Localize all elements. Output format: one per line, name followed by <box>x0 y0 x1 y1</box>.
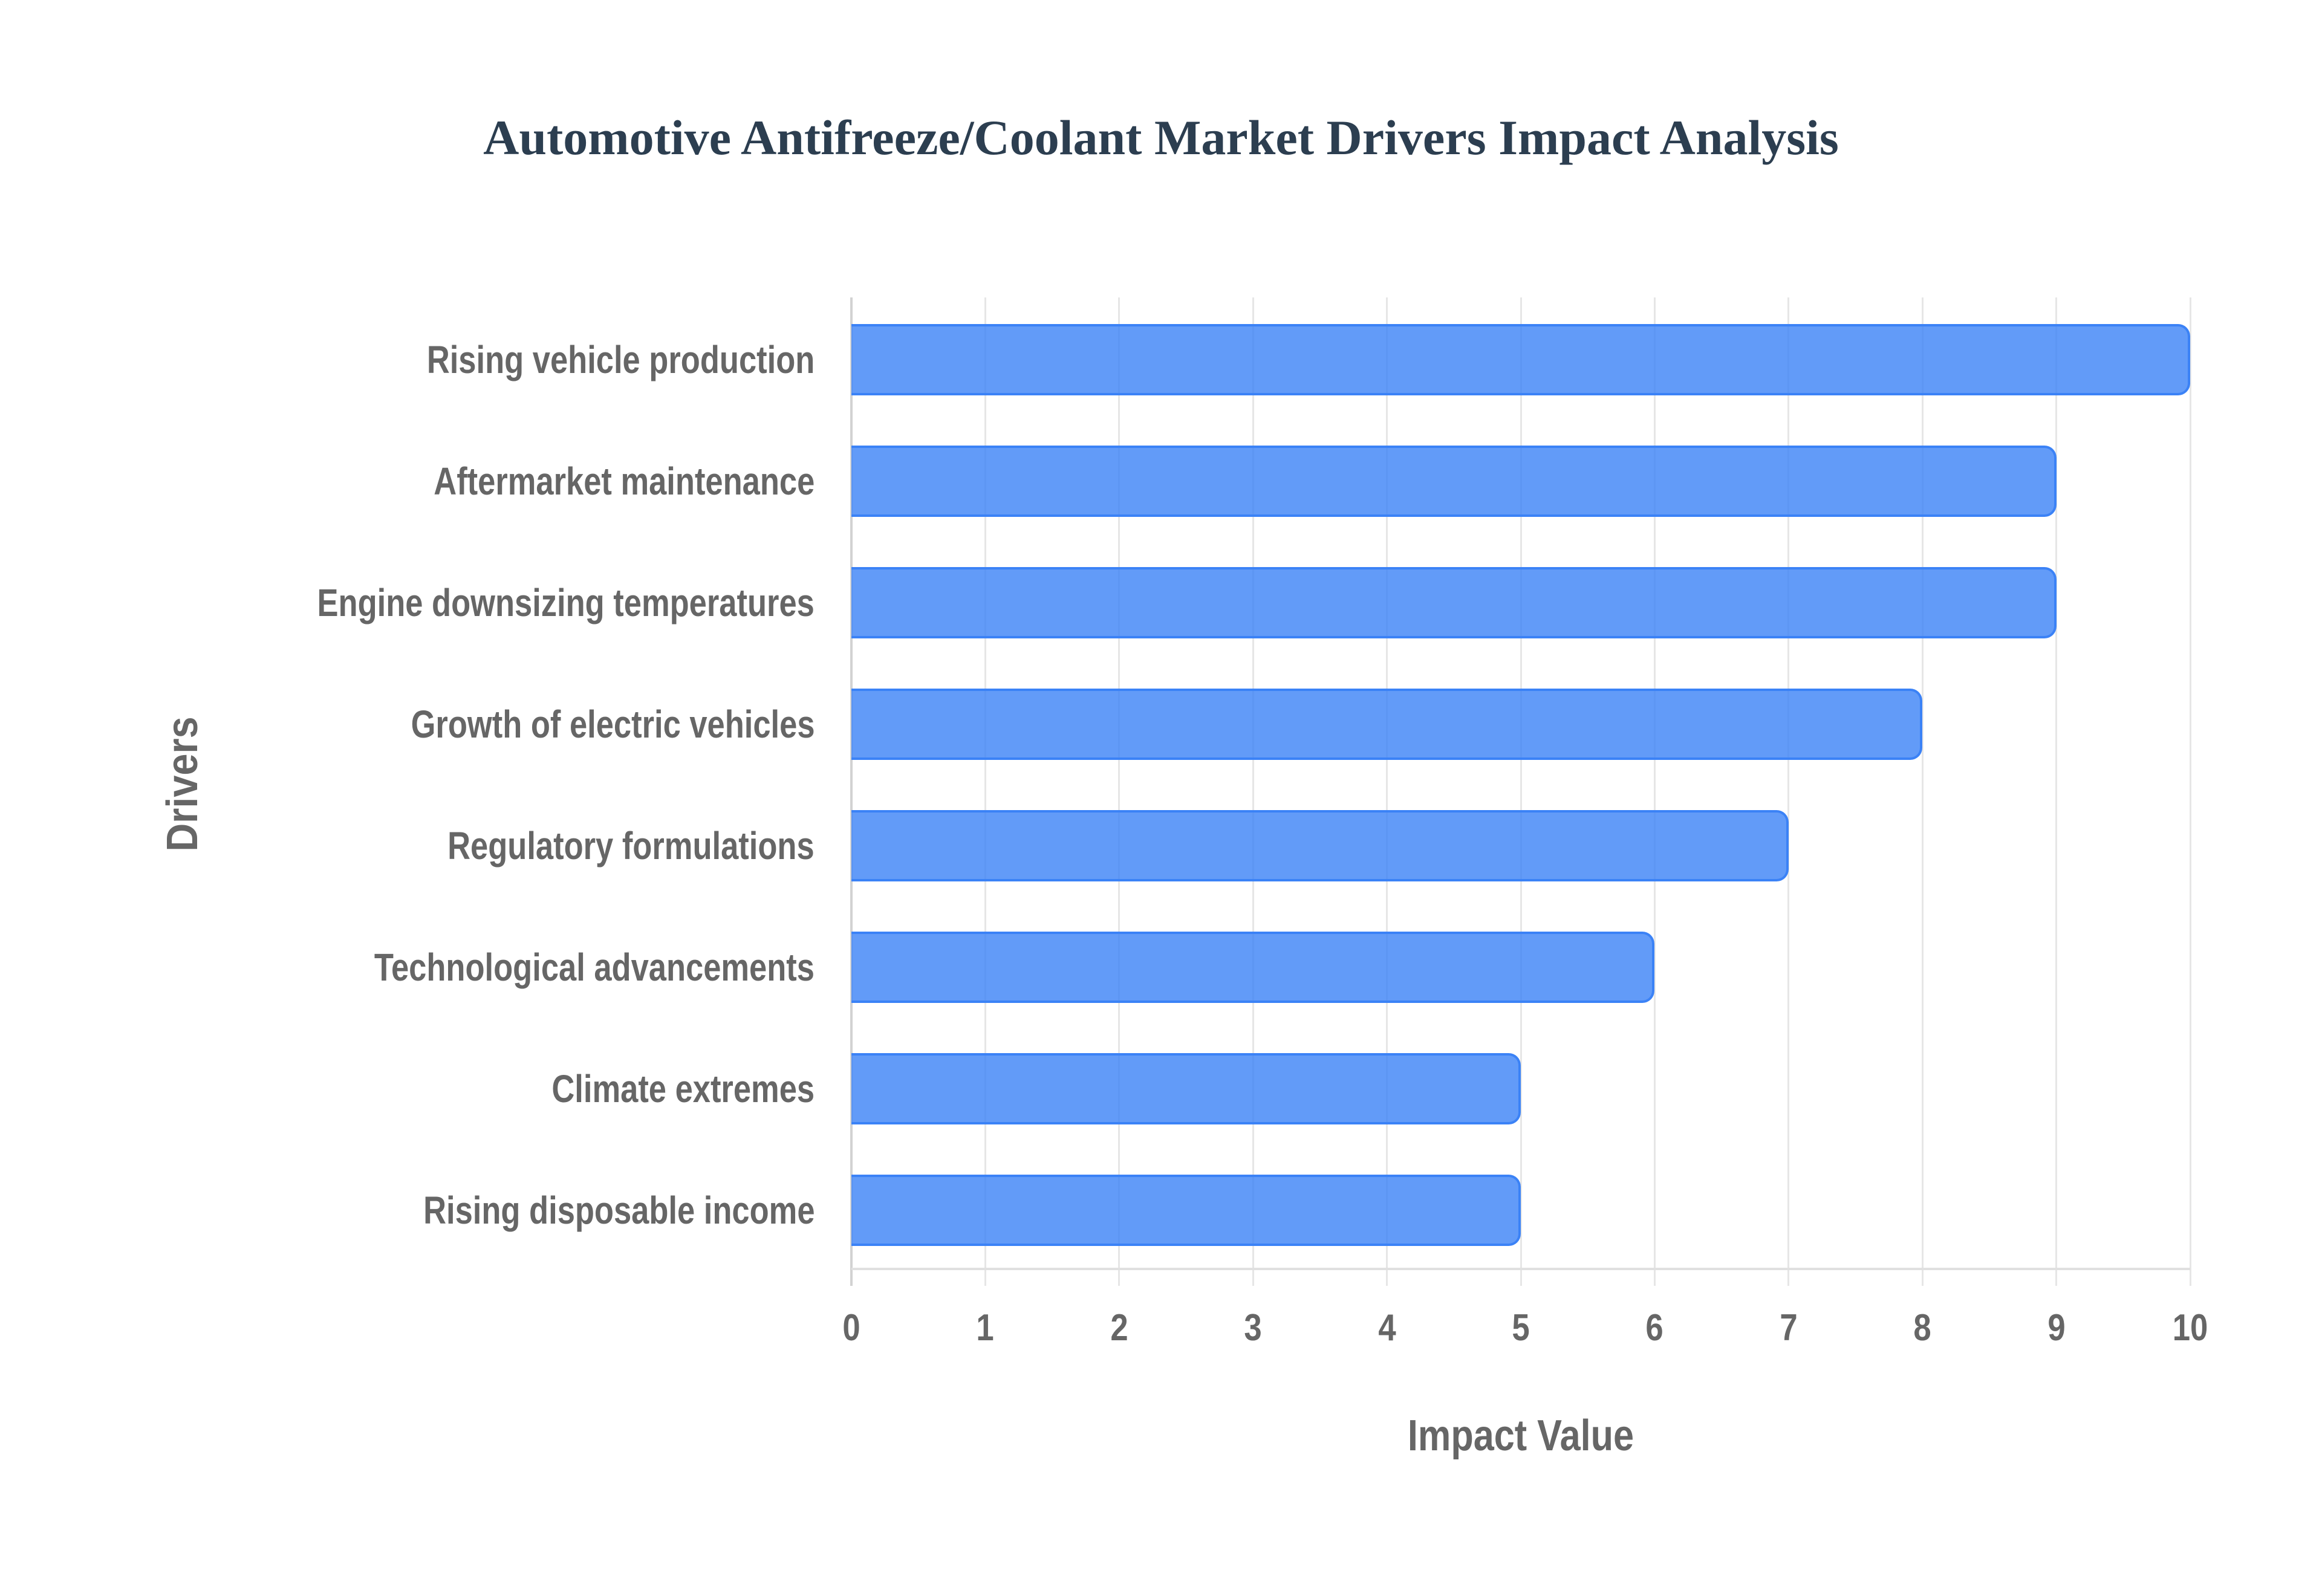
bar[interactable] <box>851 1053 1521 1124</box>
gridline <box>984 297 986 1286</box>
y-category-label: Aftermarket maintenance <box>434 459 815 504</box>
x-axis-line <box>851 1268 2190 1270</box>
x-tick-label: 9 <box>2047 1307 2066 1349</box>
x-tick-label: 1 <box>976 1307 995 1349</box>
x-tick-label: 8 <box>1913 1307 1931 1349</box>
plot-area <box>850 297 2191 1286</box>
x-tick-label: 0 <box>842 1307 860 1349</box>
bar[interactable] <box>851 809 1789 881</box>
bar[interactable] <box>851 324 2190 396</box>
bar[interactable] <box>851 689 1923 761</box>
y-axis-title: Drivers <box>158 716 207 852</box>
x-tick-label: 5 <box>1512 1307 1530 1349</box>
y-category-label: Regulatory formulations <box>447 823 815 868</box>
y-category-label: Climate extremes <box>551 1066 815 1111</box>
gridline <box>1252 297 1254 1286</box>
y-category-label: Rising vehicle production <box>426 338 815 382</box>
bar[interactable] <box>851 446 2057 517</box>
bar[interactable] <box>851 1174 1521 1246</box>
y-category-label: Rising disposable income <box>423 1188 815 1232</box>
gridline <box>2055 297 2058 1286</box>
gridline <box>1520 297 1522 1286</box>
x-tick-label: 6 <box>1645 1307 1664 1349</box>
x-tick-label: 3 <box>1244 1307 1262 1349</box>
y-category-label: Engine downsizing temperatures <box>317 581 815 625</box>
bar[interactable] <box>851 567 2057 639</box>
x-tick-label: 7 <box>1780 1307 1798 1349</box>
y-category-label: Growth of electric vehicles <box>411 702 815 747</box>
x-axis-title: Impact Value <box>1407 1412 1634 1460</box>
y-category-label: Technological advancements <box>374 945 815 989</box>
x-tick-label: 2 <box>1110 1307 1128 1349</box>
x-tick-label: 10 <box>2172 1307 2208 1349</box>
gridline <box>1921 297 1924 1286</box>
gridline <box>2189 297 2191 1286</box>
bar[interactable] <box>851 931 1655 1003</box>
gridline <box>1787 297 1790 1286</box>
chart-title: Automotive Antifreeze/Coolant Market Dri… <box>483 110 1839 165</box>
y-axis-line <box>850 297 853 1286</box>
x-tick-label: 4 <box>1377 1307 1396 1349</box>
gridline <box>1118 297 1120 1286</box>
gridline <box>1653 297 1656 1286</box>
gridline <box>1386 297 1388 1286</box>
